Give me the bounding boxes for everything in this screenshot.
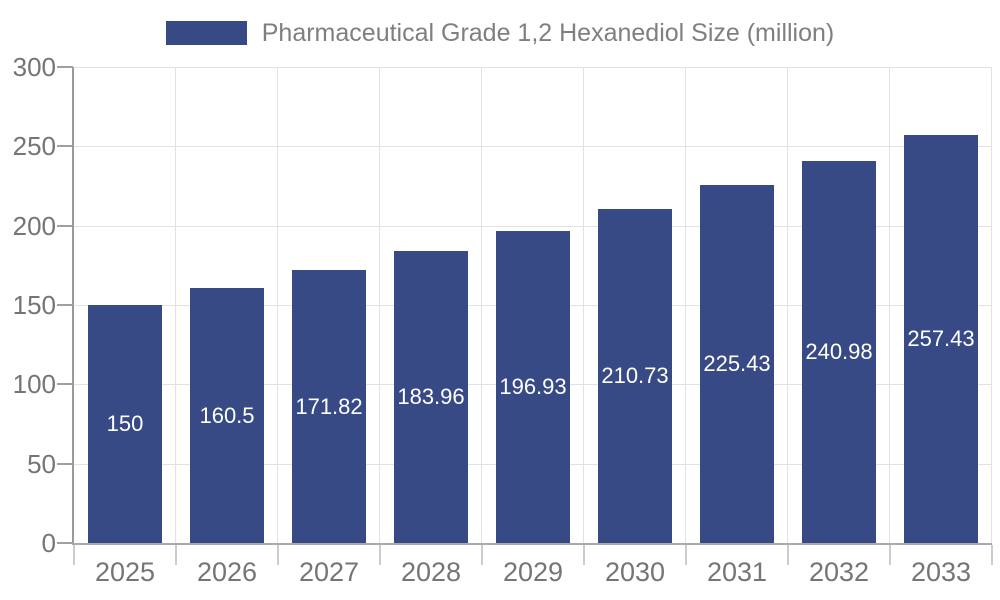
- gridline-vertical: [787, 67, 788, 543]
- gridline-vertical: [889, 67, 890, 543]
- y-axis-tick: [57, 462, 73, 465]
- bar-2029[interactable]: 196.93: [496, 230, 570, 543]
- y-axis-label: 50: [27, 448, 56, 479]
- x-axis-tick: [991, 545, 993, 565]
- gridline-vertical: [175, 67, 176, 543]
- gridline-vertical: [583, 67, 584, 543]
- bar-value-label: 225.43: [703, 351, 771, 377]
- y-axis-tick: [57, 383, 73, 386]
- bar-2028[interactable]: 183.96: [394, 251, 468, 543]
- x-axis-tick: [73, 545, 75, 565]
- x-axis-tick: [379, 545, 381, 565]
- gridline-vertical: [685, 67, 686, 543]
- bar-2026[interactable]: 160.5: [190, 288, 264, 543]
- bar-value-label: 257.43: [907, 325, 975, 351]
- gridline-horizontal: [74, 67, 992, 68]
- x-axis-label: 2031: [706, 557, 768, 587]
- gridline-horizontal: [74, 146, 992, 148]
- x-axis-tick: [175, 545, 177, 565]
- x-axis-label: 2032: [808, 557, 870, 587]
- x-axis-tick: [787, 545, 789, 565]
- y-axis-tick: [57, 224, 73, 227]
- legend-item[interactable]: Pharmaceutical Grade 1,2 Hexanediol Size…: [0, 14, 1000, 52]
- bar-2033[interactable]: 257.43: [904, 134, 978, 543]
- y-axis-label: 250: [12, 131, 56, 162]
- bar-2031[interactable]: 225.43: [700, 185, 774, 543]
- x-axis-label: 2030: [604, 557, 666, 587]
- legend-swatch: [165, 21, 247, 45]
- y-axis-tick: [57, 304, 73, 306]
- bar-value-label: 160.5: [199, 402, 255, 428]
- x-axis-label: 2033: [910, 557, 972, 587]
- plot-area: 150 160.5 171.82 183.96 196.93 210.73 225.43 24…: [74, 67, 992, 543]
- bar-2027[interactable]: 171.82: [292, 270, 366, 543]
- y-axis-label: 100: [12, 369, 56, 400]
- gridline-vertical: [481, 67, 482, 543]
- y-axis-label: 150: [12, 290, 56, 320]
- gridline-vertical: [277, 67, 278, 543]
- bar-value-label: 183.96: [397, 384, 465, 410]
- bar-2025[interactable]: 150: [88, 305, 162, 543]
- gridline-horizontal: [74, 225, 992, 227]
- x-axis-tick: [889, 545, 891, 565]
- bar-2030[interactable]: 210.73: [598, 208, 672, 543]
- bar-value-label: 196.93: [499, 373, 567, 399]
- bar-value-label: 210.73: [601, 362, 669, 388]
- y-axis-line: [72, 67, 74, 545]
- bar-value-label: 150: [106, 411, 144, 436]
- y-axis-tick: [57, 66, 73, 68]
- legend-label: Pharmaceutical Grade 1,2 Hexanediol Size…: [261, 18, 835, 47]
- y-axis-label: 300: [12, 52, 56, 82]
- gridline-vertical: [991, 67, 992, 543]
- x-axis-tick: [685, 545, 687, 565]
- x-axis-line: [72, 543, 992, 545]
- y-axis-tick: [57, 145, 73, 148]
- bar-2032[interactable]: 240.98: [802, 160, 876, 543]
- y-axis-label: 0: [41, 528, 56, 558]
- x-axis-label: 2025: [94, 557, 156, 587]
- y-axis-label: 200: [12, 210, 56, 241]
- bar-value-label: 171.82: [295, 393, 363, 419]
- x-axis-tick: [277, 545, 279, 565]
- gridline-vertical: [379, 67, 380, 543]
- bar-value-label: 240.98: [805, 338, 873, 364]
- y-axis-tick: [57, 542, 73, 544]
- x-axis-label: 2029: [502, 557, 564, 587]
- x-axis-label: 2028: [400, 557, 462, 587]
- x-axis-tick: [583, 545, 585, 565]
- x-axis-tick: [481, 545, 483, 565]
- x-axis-label: 2027: [298, 557, 360, 587]
- x-axis-label: 2026: [196, 557, 258, 587]
